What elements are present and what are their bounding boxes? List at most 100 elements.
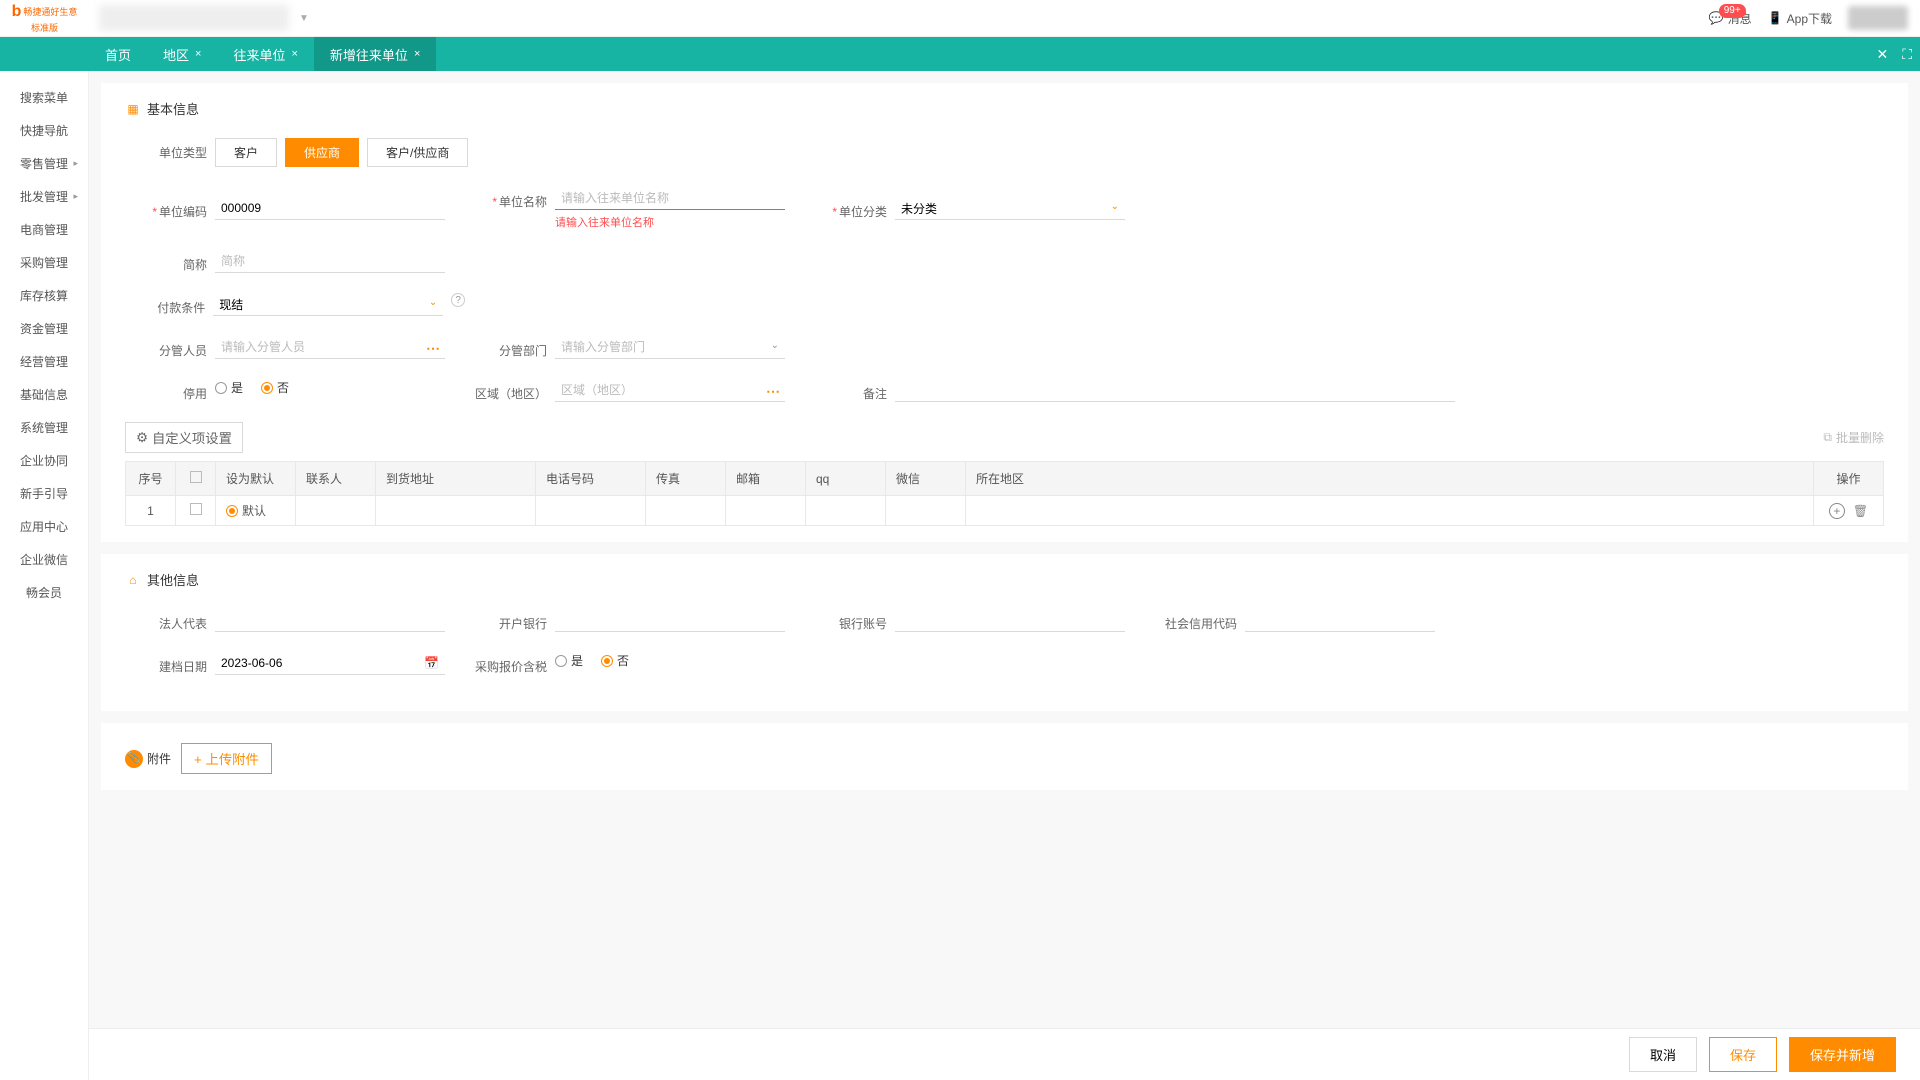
attachment-card: 📎 附件 + 上传附件 — [101, 723, 1908, 790]
sidebar-item-系统管理[interactable]: 系统管理 — [0, 411, 88, 444]
manager-input[interactable] — [215, 336, 445, 359]
legal-input[interactable] — [215, 609, 445, 632]
select-all-checkbox[interactable] — [190, 471, 202, 483]
chevron-down-icon: ⌄ — [771, 340, 779, 351]
credit-code-input[interactable] — [1245, 609, 1435, 632]
unit-type-option-0[interactable]: 客户 — [215, 138, 277, 167]
account-label: 银行账号 — [805, 609, 895, 632]
sidebar-item-搜索菜单[interactable]: 搜索菜单 — [0, 81, 88, 114]
unit-category-select[interactable] — [895, 197, 1125, 220]
calendar-icon[interactable]: 📅 — [424, 656, 439, 670]
save-and-new-button[interactable]: 保存并新增 — [1789, 1037, 1896, 1072]
download-icon: 📱 — [1768, 11, 1783, 25]
sidebar-item-批发管理[interactable]: 批发管理▸ — [0, 180, 88, 213]
sidebar-item-库存核算[interactable]: 库存核算 — [0, 279, 88, 312]
basic-info-card: ▦ 基本信息 单位类型 客户供应商客户/供应商 *单位编码 — [101, 83, 1908, 542]
short-name-input[interactable] — [215, 250, 445, 273]
gear-icon: ⚙ — [136, 430, 148, 446]
col-email: 邮箱 — [726, 462, 806, 496]
upload-attachment-button[interactable]: + 上传附件 — [181, 743, 272, 774]
remark-input[interactable] — [895, 379, 1455, 402]
logo[interactable]: b 畅捷通好生意 标准版 — [0, 0, 89, 37]
sidebar-item-企业微信[interactable]: 企业微信 — [0, 543, 88, 576]
logo-icon: b — [12, 3, 22, 21]
cell-email[interactable] — [726, 496, 806, 526]
other-info-card: ⌂ 其他信息 法人代表 开户银行 银行账号 社会信用代码 — [101, 554, 1908, 711]
cell-default[interactable]: 默认 — [216, 496, 296, 526]
sidebar-item-应用中心[interactable]: 应用中心 — [0, 510, 88, 543]
caret-icon: ▸ — [73, 158, 78, 169]
unit-name-label: *单位名称 — [465, 187, 555, 210]
cell-address[interactable] — [376, 496, 536, 526]
fullscreen-icon[interactable]: ⛶ — [1902, 46, 1912, 63]
create-date-input[interactable] — [215, 652, 445, 675]
account-input[interactable] — [895, 609, 1125, 632]
unit-type-option-1[interactable]: 供应商 — [285, 138, 359, 167]
pay-terms-select[interactable] — [213, 293, 443, 316]
sidebar-item-新手引导[interactable]: 新手引导 — [0, 477, 88, 510]
dept-select[interactable] — [555, 336, 785, 359]
disabled-no-radio[interactable]: 否 — [261, 379, 289, 396]
unit-code-input[interactable] — [215, 197, 445, 220]
col-phone: 电话号码 — [536, 462, 646, 496]
attachment-label-group: 📎 附件 — [125, 750, 171, 768]
cell-fax[interactable] — [646, 496, 726, 526]
cell-phone[interactable] — [536, 496, 646, 526]
sidebar-item-经营管理[interactable]: 经营管理 — [0, 345, 88, 378]
tab-首页[interactable]: 首页 — [89, 37, 147, 71]
tax-no-radio[interactable]: 否 — [601, 652, 629, 669]
region-input[interactable] — [555, 379, 785, 402]
tax-yes-radio[interactable]: 是 — [555, 652, 583, 669]
logo-brand: 畅捷通好生意 — [23, 5, 77, 18]
close-icon[interactable]: × — [291, 48, 297, 60]
sidebar-item-基础信息[interactable]: 基础信息 — [0, 378, 88, 411]
attachment-icon: 📎 — [125, 750, 143, 768]
add-row-icon[interactable]: + — [1829, 503, 1845, 519]
messages-button[interactable]: 💬 99+ 消息 — [1709, 10, 1752, 27]
other-info-icon: ⌂ — [125, 572, 141, 588]
tab-地区[interactable]: 地区× — [147, 37, 217, 71]
disabled-yes-radio[interactable]: 是 — [215, 379, 243, 396]
more-icon[interactable]: ⋯ — [766, 383, 779, 400]
unit-name-input[interactable] — [555, 187, 785, 210]
delete-row-icon[interactable]: 🗑 — [1853, 504, 1868, 518]
sidebar-item-采购管理[interactable]: 采购管理 — [0, 246, 88, 279]
more-icon[interactable]: ⋯ — [426, 340, 439, 357]
sidebar-item-零售管理[interactable]: 零售管理▸ — [0, 147, 88, 180]
sidebar-item-资金管理[interactable]: 资金管理 — [0, 312, 88, 345]
sidebar-item-电商管理[interactable]: 电商管理 — [0, 213, 88, 246]
close-icon[interactable]: × — [195, 48, 201, 60]
message-badge: 99+ — [1719, 4, 1746, 18]
remark-label: 备注 — [805, 379, 895, 402]
caret-icon: ▸ — [73, 191, 78, 202]
tab-新增往来单位[interactable]: 新增往来单位× — [314, 37, 436, 71]
close-all-icon[interactable]: ✕ — [1876, 46, 1888, 63]
header-right: 💬 99+ 消息 📱 App下载 — [1709, 6, 1920, 30]
tab-往来单位[interactable]: 往来单位× — [217, 37, 313, 71]
company-selector-blurred[interactable] — [99, 5, 289, 31]
save-button[interactable]: 保存 — [1709, 1037, 1777, 1072]
user-avatar-blurred[interactable] — [1848, 6, 1908, 30]
cancel-button[interactable]: 取消 — [1629, 1037, 1697, 1072]
cell-wechat[interactable] — [886, 496, 966, 526]
bank-input[interactable] — [555, 609, 785, 632]
chevron-down-icon[interactable]: ▼ — [299, 13, 309, 24]
custom-fields-button[interactable]: ⚙ 自定义项设置 — [125, 422, 243, 453]
col-seq: 序号 — [126, 462, 176, 496]
app-download-button[interactable]: 📱 App下载 — [1768, 10, 1832, 27]
sidebar-item-企业协同[interactable]: 企业协同 — [0, 444, 88, 477]
cell-contact[interactable] — [296, 496, 376, 526]
col-default: 设为默认 — [216, 462, 296, 496]
disabled-radio-group: 是 否 — [215, 379, 289, 396]
sidebar-item-快捷导航[interactable]: 快捷导航 — [0, 114, 88, 147]
close-icon[interactable]: × — [414, 48, 420, 60]
batch-delete-button[interactable]: ⧉ 批量删除 — [1823, 429, 1884, 446]
cell-qq[interactable] — [806, 496, 886, 526]
other-info-header: ⌂ 其他信息 — [125, 570, 1884, 589]
footer-actions: 取消 保存 保存并新增 — [89, 1028, 1920, 1080]
cell-region[interactable] — [966, 496, 1814, 526]
help-icon[interactable]: ? — [451, 293, 465, 307]
sidebar-item-畅会员[interactable]: 畅会员 — [0, 576, 88, 609]
unit-type-option-2[interactable]: 客户/供应商 — [367, 138, 468, 167]
row-checkbox[interactable] — [190, 503, 202, 515]
